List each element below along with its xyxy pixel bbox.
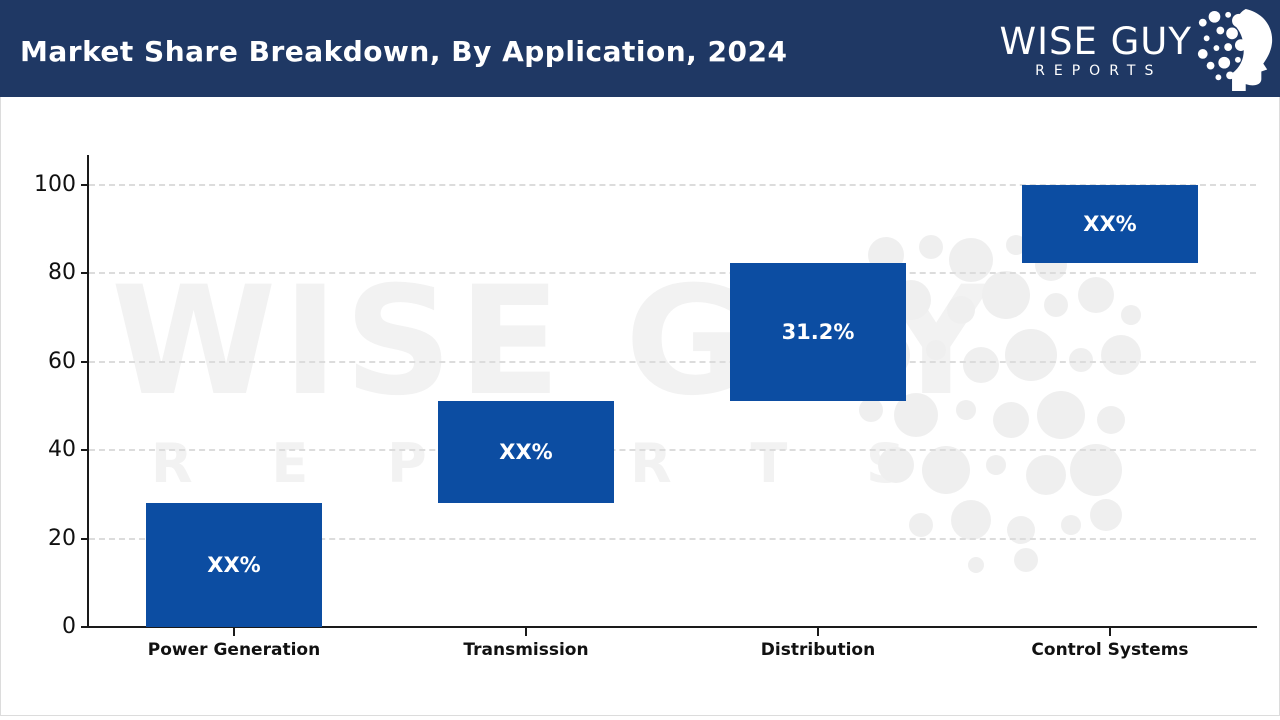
y-tick-mark-100 — [81, 184, 88, 186]
y-tick-label-100: 100 — [34, 172, 76, 197]
y-tick-mark-20 — [81, 537, 88, 540]
gridline-60 — [89, 360, 1256, 363]
x-tick-mark-transmission — [525, 628, 527, 636]
bar-power-generation: XX% — [146, 503, 322, 627]
logo-subname: REPORTS — [1035, 62, 1163, 79]
gridline-20 — [89, 537, 1256, 540]
bar-value-label-control-systems: XX% — [1083, 211, 1137, 236]
x-category-label-control-systems: Control Systems — [1031, 640, 1189, 660]
bar-value-label-distribution: 31.2% — [781, 319, 855, 344]
y-tick-label-0: 0 — [62, 614, 76, 639]
y-tick-mark-80 — [81, 272, 88, 275]
y-tick-label-80: 80 — [48, 260, 76, 286]
gridline-80 — [89, 272, 1256, 275]
header-bar: Market Share Breakdown, By Application, … — [0, 0, 1280, 97]
y-tick-mark-40 — [81, 449, 88, 452]
brand-logo: WISE GUY REPORTS — [1000, 9, 1274, 91]
bar-distribution: 31.2% — [730, 262, 906, 401]
y-tick-label-60: 60 — [48, 348, 76, 374]
gridline-100 — [89, 184, 1256, 186]
brand-logo-text: WISE GUY REPORTS — [1000, 23, 1192, 78]
bar-value-label-transmission: XX% — [499, 439, 553, 464]
x-tick-mark-distribution — [817, 628, 819, 636]
page-title: Market Share Breakdown, By Application, … — [20, 35, 788, 68]
x-tick-mark-control-systems — [1109, 628, 1111, 636]
y-tick-label-40: 40 — [48, 437, 76, 463]
dotted-face-profile-icon — [1197, 9, 1273, 91]
x-tick-mark-power-generation — [233, 628, 235, 636]
logo-name: WISE GUY — [999, 19, 1192, 63]
y-axis — [87, 155, 89, 628]
gridline-40 — [89, 449, 1256, 452]
bar-control-systems: XX% — [1022, 185, 1198, 263]
y-tick-mark-60 — [81, 360, 88, 363]
bar-value-label-power-generation: XX% — [207, 553, 261, 578]
x-axis — [87, 626, 1257, 628]
x-category-label-distribution: Distribution — [760, 640, 876, 660]
x-category-label-power-generation: Power Generation — [147, 640, 321, 660]
x-category-label-transmission: Transmission — [463, 640, 589, 660]
bar-transmission: XX% — [438, 400, 614, 504]
y-tick-label-20: 20 — [48, 525, 76, 551]
y-tick-mark-0 — [81, 626, 88, 628]
